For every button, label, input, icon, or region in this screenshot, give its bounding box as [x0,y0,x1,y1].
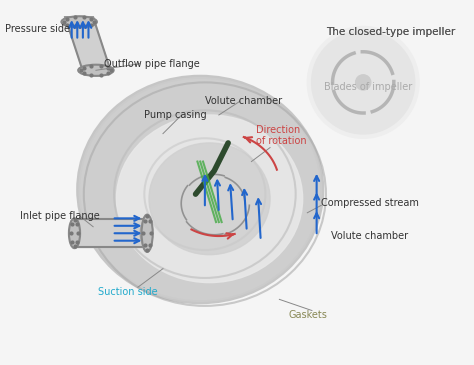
Circle shape [312,31,414,134]
Ellipse shape [78,65,114,76]
Text: Inlet pipe flange: Inlet pipe flange [20,211,100,220]
Polygon shape [74,219,145,247]
Ellipse shape [69,218,80,248]
Text: Volute chamber: Volute chamber [330,231,408,241]
Text: Suction side: Suction side [98,287,157,297]
Polygon shape [65,17,110,68]
Text: Compressed stream: Compressed stream [321,199,419,208]
Ellipse shape [149,143,270,255]
Text: Pump casing: Pump casing [145,110,207,120]
Circle shape [307,27,419,138]
Ellipse shape [142,215,153,252]
Ellipse shape [117,115,303,283]
Text: Gaskets: Gaskets [289,310,328,320]
Ellipse shape [79,78,321,301]
Text: The closed-type impeller: The closed-type impeller [326,27,455,36]
Text: Pressure side: Pressure side [5,24,70,34]
Text: Direction
of rotation: Direction of rotation [256,125,307,146]
Text: Outflow pipe flange: Outflow pipe flange [104,59,200,69]
Text: The closed-type impeller: The closed-type impeller [326,27,455,36]
Ellipse shape [62,16,97,27]
Text: Blades of impeller: Blades of impeller [324,82,412,92]
Text: Volute chamber: Volute chamber [205,96,282,106]
Circle shape [356,75,371,90]
